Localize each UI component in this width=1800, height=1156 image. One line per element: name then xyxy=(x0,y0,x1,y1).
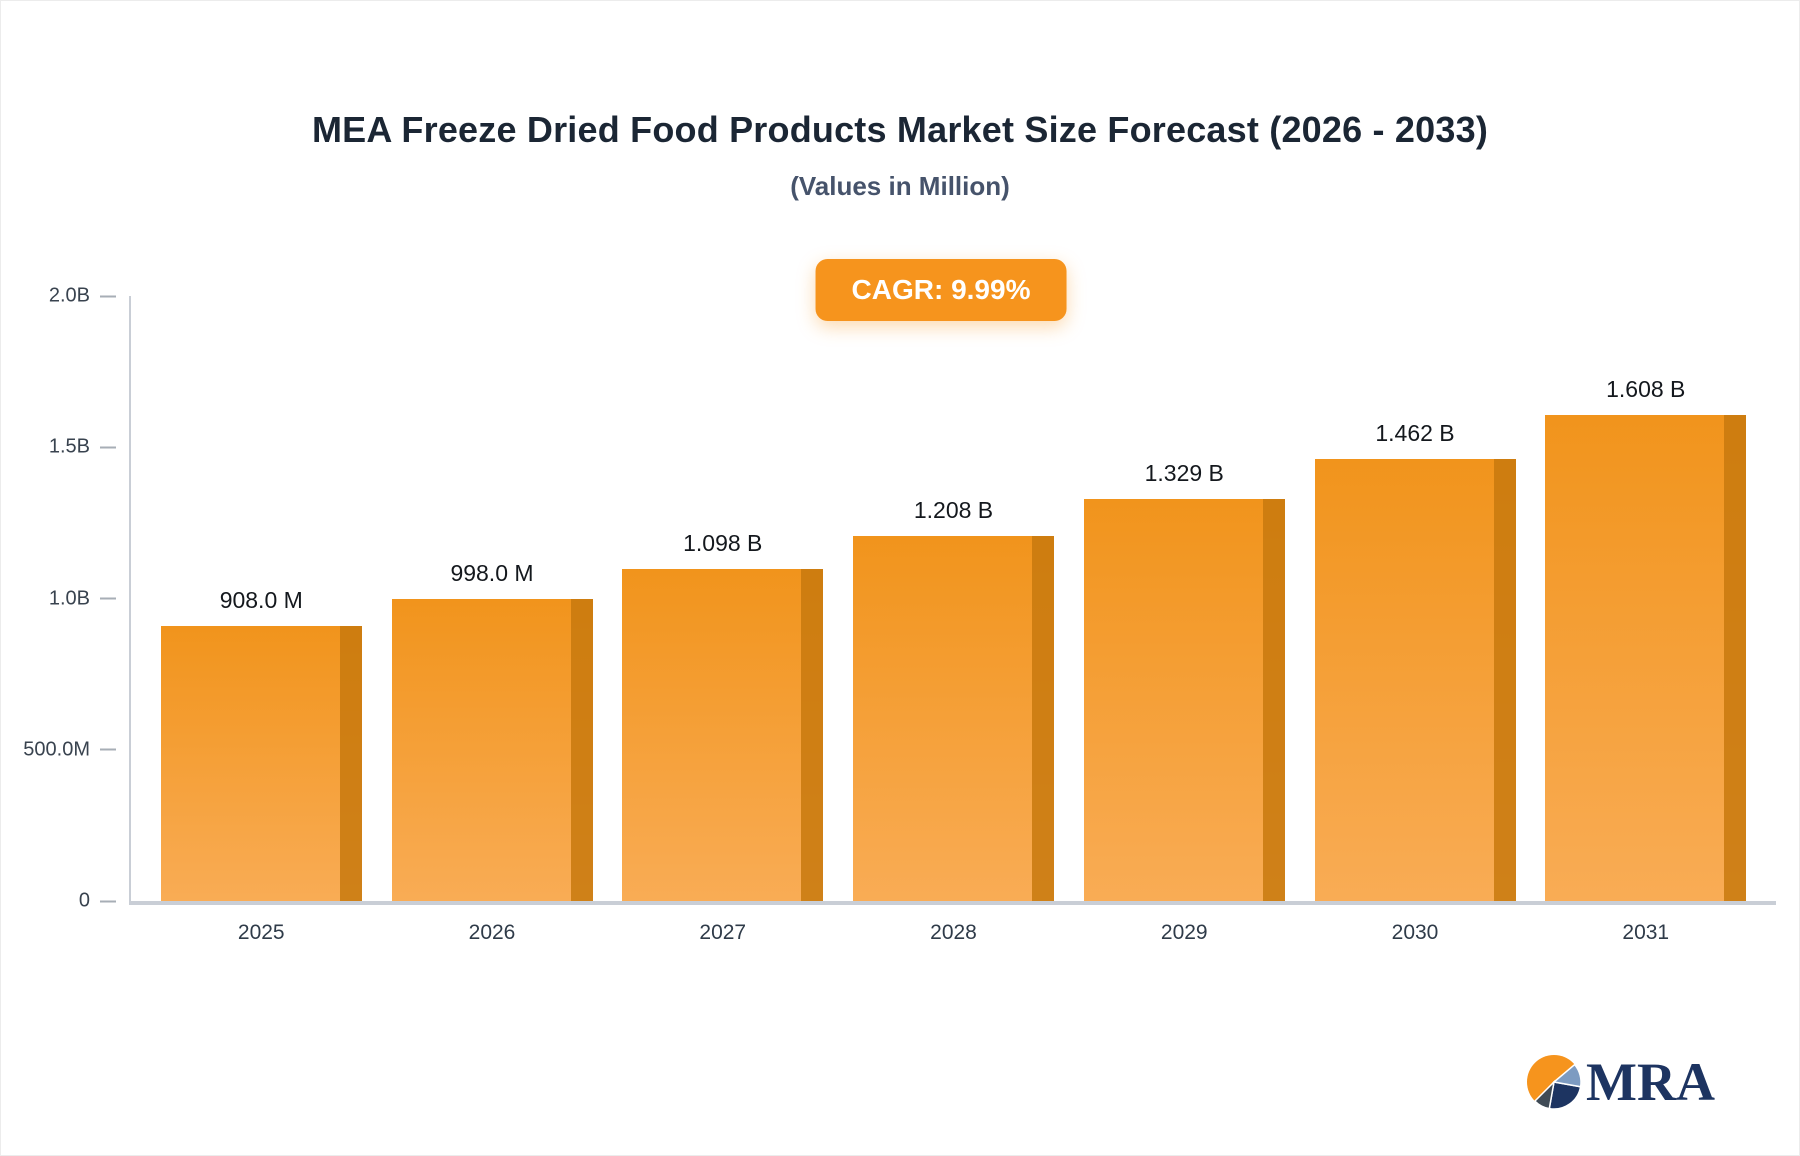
bar-group: 998.0 M 2026 xyxy=(391,296,593,944)
y-axis-tick-label: 1.0B xyxy=(48,587,90,609)
bar-value-label: 1.329 B xyxy=(1144,459,1224,486)
bar-group: 1.462 B 2030 xyxy=(1314,296,1516,944)
bar-value-label: 1.208 B xyxy=(913,496,994,523)
x-axis-label: 2029 xyxy=(1160,921,1208,944)
bar-group: 1.329 B 2029 xyxy=(1083,296,1285,944)
bar-group: 908.0 M 2025 xyxy=(160,296,362,944)
x-axis-label: 2026 xyxy=(468,921,516,944)
bar-value-label: 1.098 B xyxy=(683,529,763,556)
x-axis-label: 2028 xyxy=(930,921,977,944)
logo: MRA xyxy=(1525,1053,1715,1111)
y-axis-tick: 2.0B xyxy=(49,285,121,308)
y-axis-tick-mark xyxy=(100,446,116,449)
bar-group: 1.098 B 2027 xyxy=(622,296,824,944)
bar-value-label: 1.462 B xyxy=(1375,419,1455,446)
y-axis: 2.0B 1.5B 1.0B 500.0M 0 xyxy=(1,285,121,912)
bar-value-label: 1.608 B xyxy=(1606,375,1686,402)
y-axis-tick: 500.0M xyxy=(23,738,121,761)
y-axis-tick: 1.0B xyxy=(49,587,121,610)
logo-pie-icon xyxy=(1527,1055,1582,1110)
bar xyxy=(853,535,1054,902)
bar-value-label: 998.0 M xyxy=(450,560,534,587)
cagr-badge: CAGR: 9.99% xyxy=(815,259,1067,321)
y-axis-tick-label: 0 xyxy=(78,889,90,912)
y-axis-tick: 1.5B xyxy=(49,436,121,459)
bar-group: 1.608 B 2031 xyxy=(1545,296,1747,944)
bar xyxy=(160,626,362,901)
y-axis-tick-label: 1.5B xyxy=(48,435,90,458)
y-axis-tick-mark xyxy=(100,748,116,751)
y-axis-tick-mark xyxy=(100,597,116,600)
x-axis-label: 2027 xyxy=(699,921,747,944)
y-axis-tick-label: 2.0B xyxy=(48,284,90,307)
logo-text: MRA xyxy=(1586,1052,1715,1112)
bar xyxy=(1545,414,1747,902)
bar xyxy=(391,599,593,901)
bar xyxy=(1314,458,1516,902)
bar-group: 1.208 B 2028 xyxy=(853,296,1054,944)
bar-value-label: 908.0 M xyxy=(219,587,303,614)
x-axis-label: 2025 xyxy=(237,921,285,944)
y-axis-tick-mark xyxy=(100,900,116,902)
chart-title: MEA Freeze Dried Food Products Market Si… xyxy=(311,109,1489,150)
y-axis-tick-label: 500.0M xyxy=(23,738,90,761)
bars-container: 908.0 M 2025 998.0 M 2026 1.098 B 2027 1.208 B… xyxy=(131,296,1776,944)
chart-subtitle: (Values in Million) xyxy=(790,171,1010,201)
y-axis-tick-mark xyxy=(100,295,116,297)
y-axis-tick: 0 xyxy=(79,890,121,913)
bar xyxy=(622,568,824,902)
x-axis-label: 2030 xyxy=(1391,921,1439,944)
x-axis-label: 2031 xyxy=(1622,921,1670,944)
bar xyxy=(1083,498,1285,902)
plot-area: 908.0 M 2025 998.0 M 2026 1.098 B 2027 1.208 B… xyxy=(129,296,1776,944)
